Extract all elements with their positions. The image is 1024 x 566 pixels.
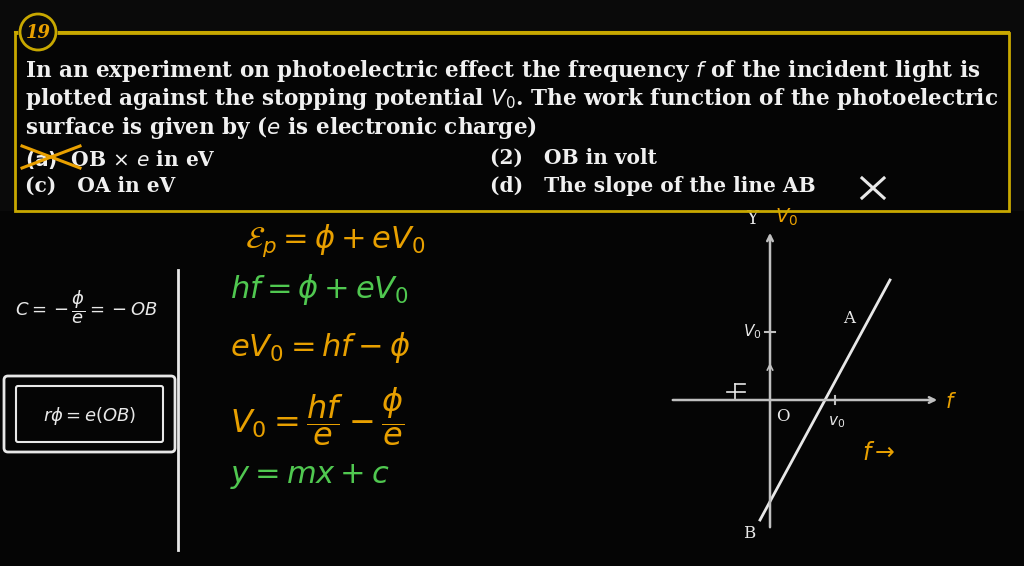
Bar: [0, 211, 1024, 566]
Bar: [15, 33, 1009, 211]
Text: B: B: [742, 525, 755, 542]
Text: surface is given by ($e$ is electronic charge): surface is given by ($e$ is electronic c…: [25, 114, 537, 141]
Text: A: A: [843, 310, 855, 327]
FancyBboxPatch shape: [16, 386, 163, 442]
Text: $eV_0 = hf - \phi$: $eV_0 = hf - \phi$: [230, 330, 411, 365]
Text: 19: 19: [26, 24, 50, 42]
Text: $V_0$: $V_0$: [775, 207, 798, 228]
Text: $\bf{(a)}$  OB $\times$ $e$ in eV: $\bf{(a)}$ OB $\times$ $e$ in eV: [25, 148, 216, 171]
Text: (2)   OB in volt: (2) OB in volt: [490, 148, 656, 168]
Text: $hf = \phi + eV_0$: $hf = \phi + eV_0$: [230, 272, 409, 307]
Text: $V_0 = \dfrac{hf}{e} - \dfrac{\phi}{e}$: $V_0 = \dfrac{hf}{e} - \dfrac{\phi}{e}$: [230, 385, 404, 448]
Text: In an experiment on photoelectric effect the frequency $f$ of the incident light: In an experiment on photoelectric effect…: [25, 58, 981, 84]
Text: O: O: [776, 408, 790, 425]
FancyBboxPatch shape: [4, 376, 175, 452]
Text: $v_0$: $v_0$: [828, 414, 846, 430]
Circle shape: [19, 13, 57, 51]
Text: (c)   OA in eV: (c) OA in eV: [25, 176, 175, 196]
Bar: [15, 33, 1009, 211]
Text: (d)   The slope of the line AB: (d) The slope of the line AB: [490, 176, 816, 196]
Text: $f$: $f$: [945, 392, 957, 412]
Text: $r\phi = e(OB)$: $r\phi = e(OB)$: [43, 405, 137, 427]
Text: $y = mx + c$: $y = mx + c$: [230, 460, 390, 491]
Text: $C = -\dfrac{\phi}{e} = -OB$: $C = -\dfrac{\phi}{e} = -OB$: [15, 288, 158, 325]
Text: plotted against the stopping potential $V_0$. The work function of the photoelec: plotted against the stopping potential $…: [25, 86, 998, 112]
Text: $f \rightarrow$: $f \rightarrow$: [862, 442, 896, 465]
Text: Y: Y: [746, 210, 758, 228]
Text: $\mathcal{E}_p = \phi + eV_0$: $\mathcal{E}_p = \phi + eV_0$: [245, 222, 425, 259]
Text: $V_0$: $V_0$: [743, 323, 762, 341]
